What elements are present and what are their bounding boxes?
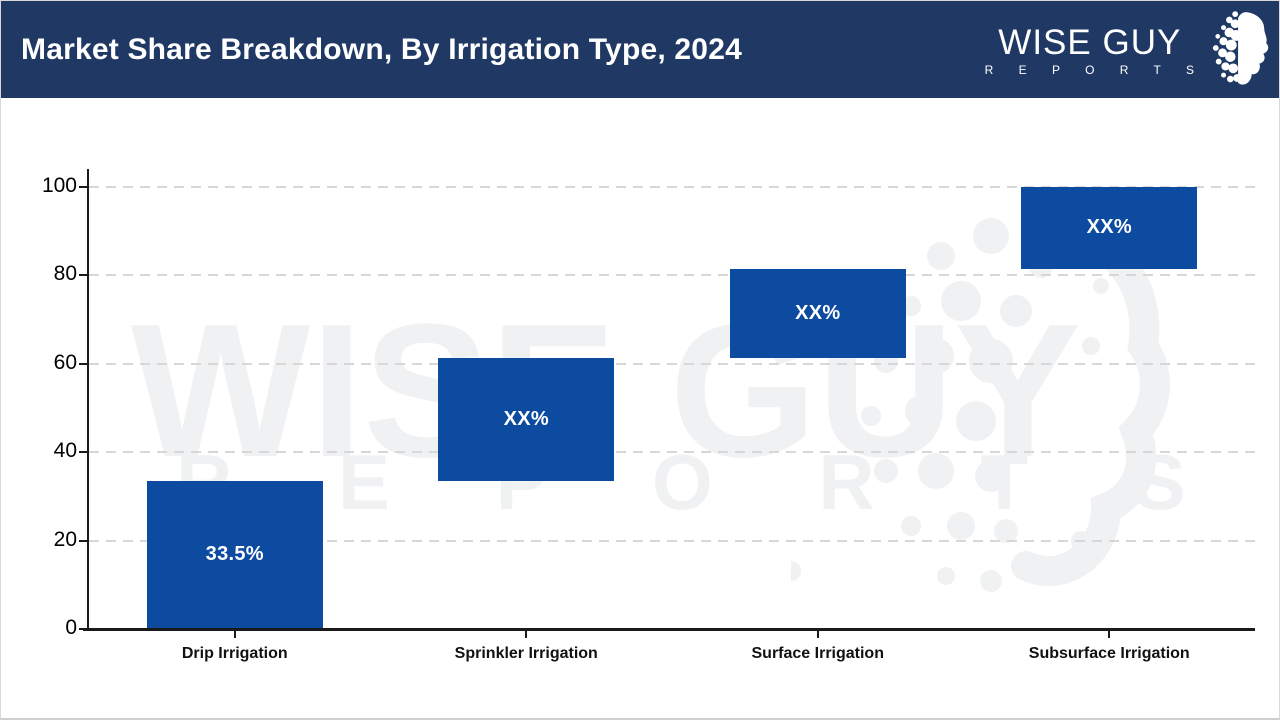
x-axis-line (83, 628, 1255, 631)
x-category-label-4: Subsurface Irrigation (1028, 645, 1190, 662)
x-category-label-2: Sprinkler Irrigation (454, 645, 598, 662)
x-tick-3 (816, 630, 819, 638)
bar-segment-3: XX% (729, 268, 906, 359)
y-tick-label-60: 60 (53, 350, 77, 374)
y-tick-100 (79, 186, 87, 188)
logo-wordmark: WISE GUY (998, 22, 1182, 62)
gridline-100 (89, 186, 1255, 188)
bar-value-label-4: XX% (1086, 216, 1132, 239)
gridline-40 (89, 451, 1255, 454)
plot-area: 33.5% Drip Irrigation XX% Sprinkler Irrigat… (79, 186, 1255, 662)
gridline-80 (89, 274, 1255, 277)
gridline-20 (89, 539, 1255, 542)
bar-value-label-2: XX% (503, 407, 549, 430)
x-category-label-1: Drip Irrigation (181, 645, 288, 662)
watermark-face-icon (781, 196, 1191, 621)
logo-text: WISE GUY R E P O R T S (975, 25, 1205, 76)
face-profile-icon (1209, 6, 1271, 95)
y-tick-40 (79, 451, 87, 454)
y-tick-label-40: 40 (53, 439, 77, 463)
y-tick-label-100: 100 (41, 174, 77, 197)
bar-value-label-1: 33.5% (205, 543, 264, 566)
x-category-label-3: Surface Irrigation (751, 645, 884, 662)
bar-value-label-3: XX% (795, 301, 841, 324)
y-tick-60 (79, 362, 87, 365)
bar-segment-4: XX% (1021, 187, 1198, 269)
logo-subtitle: R E P O R T S (984, 62, 1205, 77)
wise-guy-logo: WISE GUY R E P O R T S (975, 7, 1271, 93)
y-tick-label-80: 80 (53, 262, 77, 286)
y-tick-20 (79, 539, 87, 542)
bar-segment-1: 33.5% (146, 480, 323, 629)
y-tick-80 (79, 274, 87, 277)
y-tick-label-20: 20 (53, 527, 77, 551)
y-axis-line (87, 169, 89, 629)
x-tick-4 (1108, 630, 1111, 638)
watermark-subtitle: R E P O R T S (176, 438, 1228, 526)
y-tick-label-0: 0 (65, 616, 77, 639)
page-title: Market Share Breakdown, By Irrigation Ty… (21, 33, 742, 66)
gridline-60 (89, 362, 1255, 365)
x-tick-2 (525, 630, 528, 638)
x-tick-1 (233, 630, 236, 638)
header-bar: Market Share Breakdown, By Irrigation Ty… (1, 1, 1279, 98)
bar-segment-2: XX% (438, 358, 615, 481)
